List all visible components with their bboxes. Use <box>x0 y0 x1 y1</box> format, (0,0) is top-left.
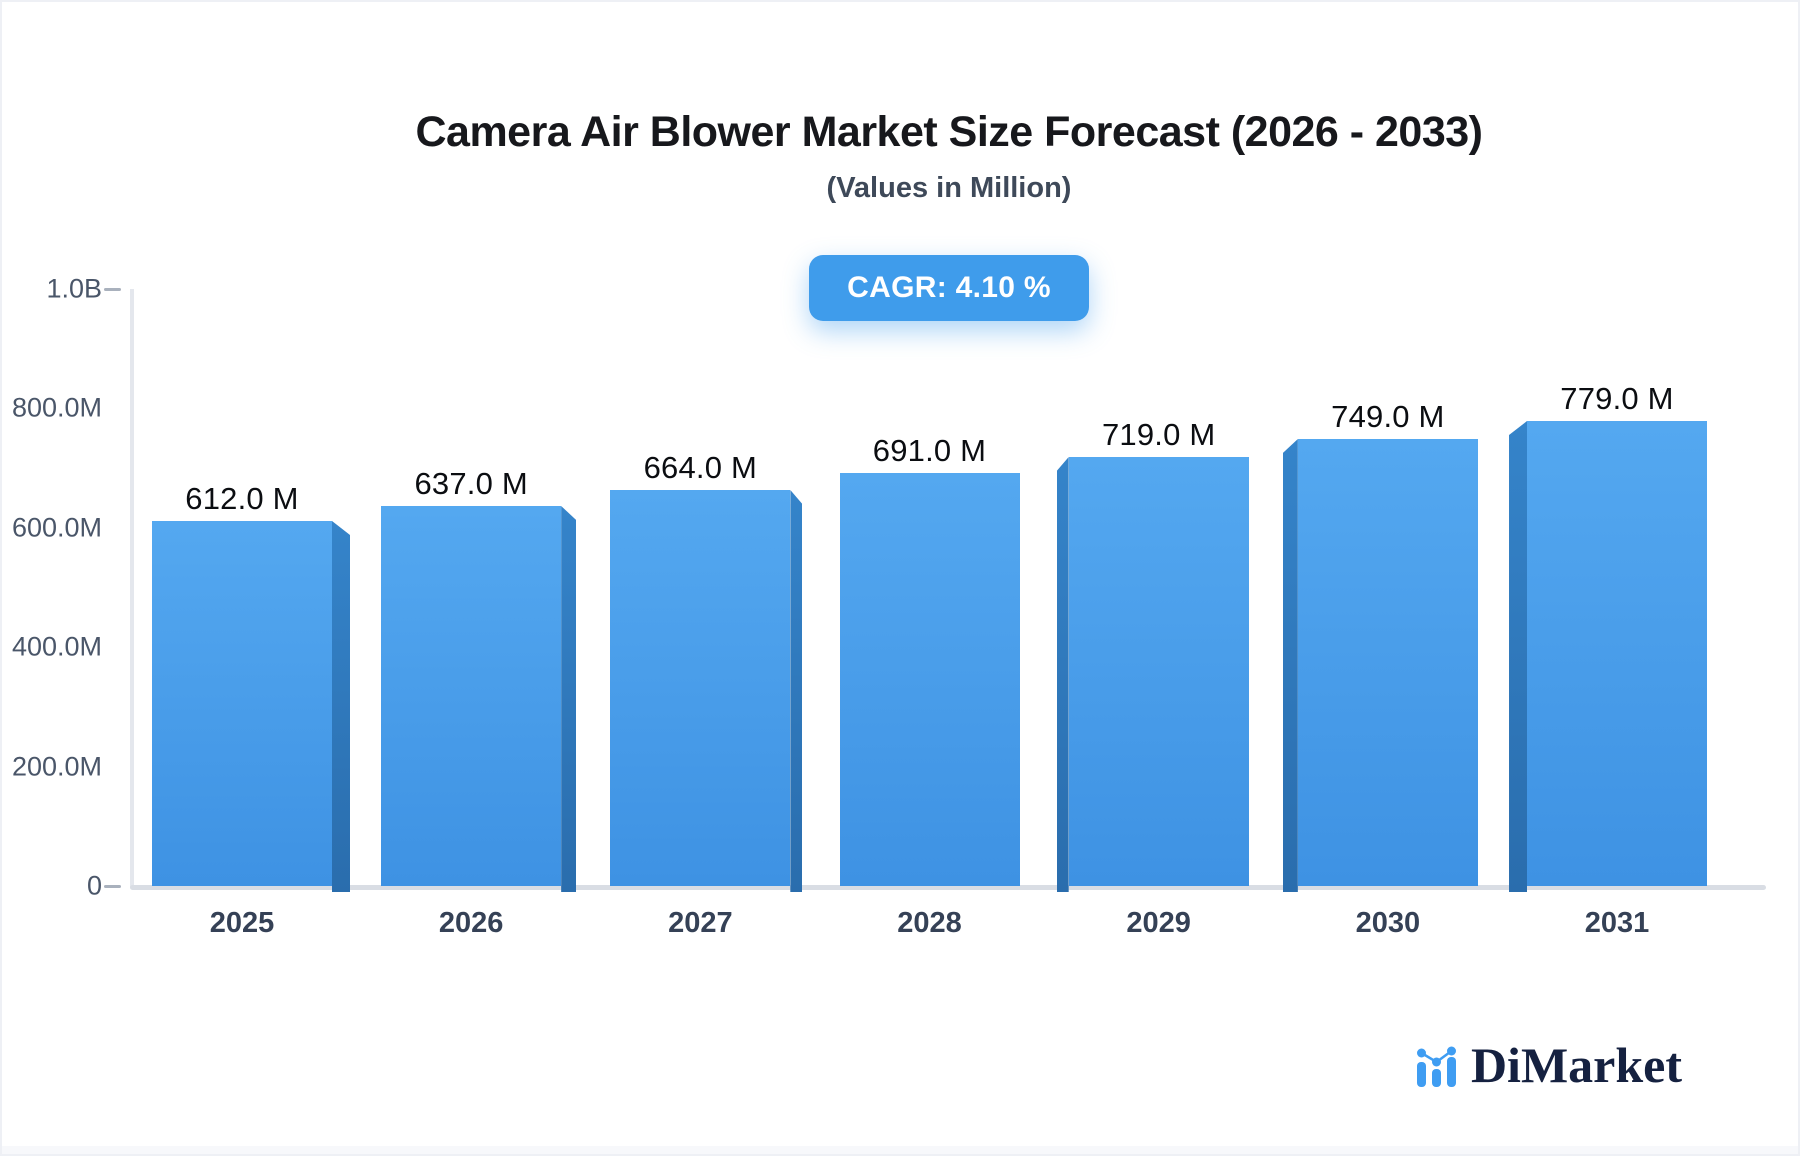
bar-2029 <box>1068 457 1249 886</box>
bar-2026 <box>381 506 562 886</box>
bar-side-2031 <box>1509 421 1528 892</box>
mini-bar-chart-icon <box>1416 1046 1456 1087</box>
x-tick-label-2029: 2029 <box>1126 907 1191 939</box>
x-tick-label-2027: 2027 <box>668 907 733 939</box>
bar-value-label-2029: 719.0 M <box>1101 417 1216 452</box>
bar-2028 <box>839 473 1020 886</box>
chart-title: Camera Air Blower Market Size Forecast (… <box>415 108 1483 156</box>
bar-value-label-2025: 612.0 M <box>185 481 299 516</box>
x-tick-label-2025: 2025 <box>209 907 275 939</box>
bar-value-label-2030: 749.0 M <box>1331 399 1445 434</box>
x-tick-label-2031: 2031 <box>1584 907 1650 939</box>
y-tick-label-1.0B: 1.0B <box>46 273 102 304</box>
bar-side-2029 <box>1056 457 1069 892</box>
y-tick-label-0: 0 <box>86 870 102 901</box>
bar-2027 <box>610 490 791 886</box>
bar-2030 <box>1297 439 1478 886</box>
brand-logo-text: DiMarket <box>1470 1037 1682 1093</box>
brand-logo: DiMarket <box>1415 1040 1682 1090</box>
x-tick-label-2028: 2028 <box>897 907 962 939</box>
bar-side-2026 <box>561 506 577 892</box>
bar-side-2025 <box>332 521 350 892</box>
y-tick-label-200.0M: 200.0M <box>11 751 102 782</box>
y-tick-label-800.0M: 800.0M <box>11 392 102 423</box>
y-tick-label-400.0M: 400.0M <box>11 631 102 662</box>
bar-2031 <box>1527 421 1708 886</box>
bar-side-2027 <box>790 490 803 892</box>
bar-value-label-2027: 664.0 M <box>643 450 758 485</box>
cagr-badge: CAGR: 4.10 % <box>809 255 1089 321</box>
bar-2025 <box>152 521 332 886</box>
y-tick-label-600.0M: 600.0M <box>11 512 102 543</box>
bar-value-label-2028: 691.0 M <box>872 433 987 468</box>
bar-side-2030 <box>1282 439 1298 892</box>
y-tick-dash-0 <box>104 884 121 888</box>
x-tick-label-2030: 2030 <box>1355 907 1421 939</box>
y-tick-dash-1.0B <box>104 287 121 291</box>
x-tick-label-2026: 2026 <box>438 907 504 939</box>
chart-subtitle: (Values in Million) <box>826 172 1072 204</box>
bar-value-label-2031: 779.0 M <box>1560 381 1674 416</box>
bar-value-label-2026: 637.0 M <box>414 466 528 501</box>
y-axis-line <box>130 289 134 888</box>
bottom-strip <box>2 1146 1798 1154</box>
cagr-badge-row: CAGR: 4.10 % <box>135 255 1763 321</box>
x-axis-baseline <box>130 885 1766 890</box>
